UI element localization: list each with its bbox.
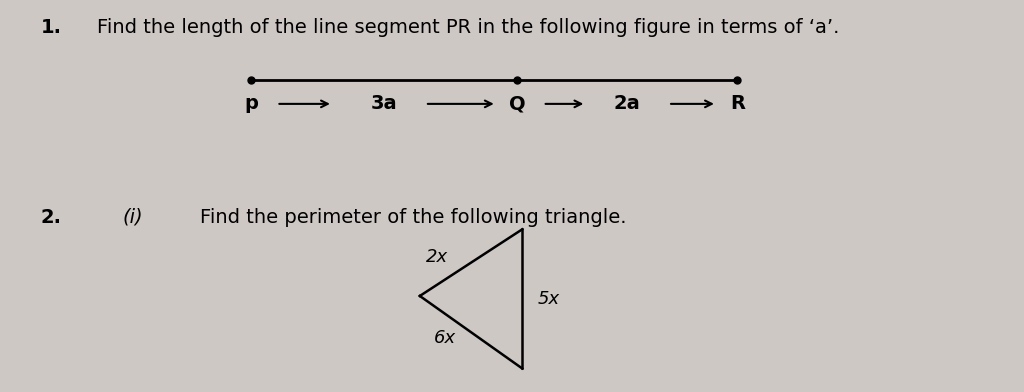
Text: 2a: 2a: [613, 94, 641, 113]
Text: R: R: [730, 94, 744, 113]
Text: 2x: 2x: [426, 248, 449, 266]
Text: 5x: 5x: [538, 290, 560, 308]
Text: 6x: 6x: [433, 329, 456, 347]
Text: 1.: 1.: [41, 18, 62, 36]
Text: (i): (i): [123, 208, 143, 227]
Text: p: p: [244, 94, 258, 113]
Text: Find the length of the line segment PR in the following figure in terms of ‘a’.: Find the length of the line segment PR i…: [97, 18, 840, 36]
Text: 3a: 3a: [371, 94, 397, 113]
Text: Q: Q: [509, 94, 525, 113]
Text: Find the perimeter of the following triangle.: Find the perimeter of the following tria…: [200, 208, 627, 227]
Text: 2.: 2.: [41, 208, 62, 227]
